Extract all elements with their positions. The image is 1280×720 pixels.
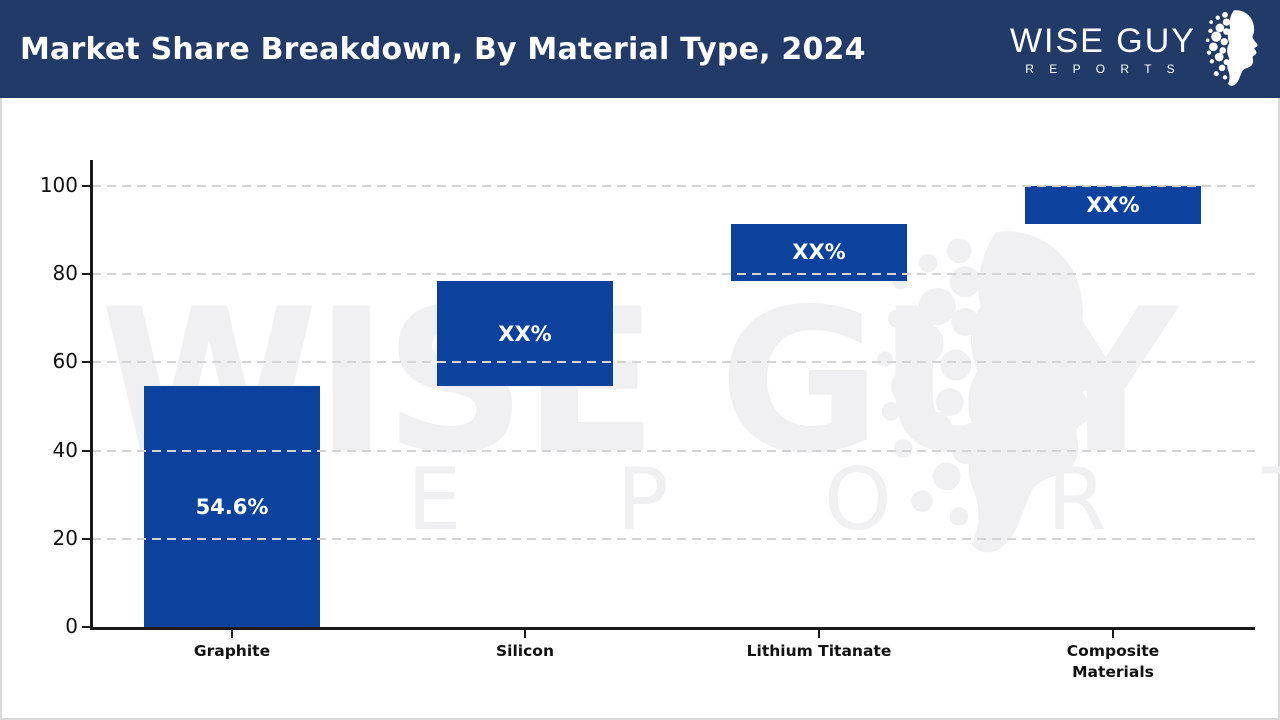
chart-area: WISE GUY R E P O R T S 54.6%XX%XX%XX%020… bbox=[0, 98, 1280, 720]
bar-value-label: XX% bbox=[498, 321, 552, 346]
y-tick-mark-0 bbox=[82, 626, 90, 628]
y-axis-line bbox=[90, 160, 93, 630]
x-tick-mark bbox=[1112, 630, 1114, 638]
y-tick-mark-60 bbox=[82, 361, 90, 364]
gridline-80 bbox=[92, 273, 1255, 276]
y-tick-mark-20 bbox=[82, 537, 90, 540]
gridline-100 bbox=[92, 185, 1255, 187]
y-axis-label-80: 80 bbox=[52, 261, 78, 286]
y-axis-label-100: 100 bbox=[39, 173, 78, 197]
gridline-40 bbox=[92, 449, 1255, 452]
gridline-20 bbox=[92, 537, 1255, 540]
y-axis-label-60: 60 bbox=[52, 349, 78, 374]
plot-region: 54.6% XX% XX% XX% 0 20 40 60 80 100 Graphite Silico… bbox=[2, 98, 1278, 718]
x-axis-tick-label: Graphite bbox=[193, 642, 271, 660]
x-tick-mark bbox=[524, 630, 526, 638]
y-tick-mark-80 bbox=[82, 273, 90, 276]
x-tick-mark bbox=[231, 630, 233, 638]
chart-bar-composite-materials: XX% bbox=[1025, 186, 1201, 224]
y-axis-label-20: 20 bbox=[52, 525, 78, 550]
x-axis-line bbox=[90, 627, 1255, 630]
y-tick-mark-40 bbox=[82, 449, 90, 452]
x-axis-tick-label: Lithium Titanate bbox=[746, 642, 892, 660]
bar-value-label: 54.6% bbox=[195, 494, 269, 519]
gridline-60 bbox=[92, 361, 1255, 364]
logo-wordmark: WISE GUY bbox=[1009, 21, 1196, 60]
y-axis-label-0: 0 bbox=[65, 614, 78, 638]
logo-face-icon bbox=[1205, 10, 1258, 86]
x-axis-tick-label: Composite Materials bbox=[1066, 642, 1160, 681]
watermark-subtext: R E P O R T S bbox=[192, 450, 1280, 550]
chart-title: Market Share Breakdown, By Material Type… bbox=[20, 31, 866, 67]
header-bar: Market Share Breakdown, By Material Type… bbox=[0, 0, 1280, 98]
brand-logo: WISE GUY R E P O R T S bbox=[1010, 6, 1266, 92]
x-axis-tick-label: Silicon bbox=[496, 642, 554, 660]
bar-value-label: XX% bbox=[792, 240, 846, 265]
logo-text: WISE GUY R E P O R T S bbox=[1010, 24, 1196, 75]
bar-value-label: XX% bbox=[1086, 192, 1140, 217]
chart-bar-silicon: XX% bbox=[437, 280, 613, 387]
y-tick-mark-100 bbox=[82, 185, 90, 187]
y-axis-label-40: 40 bbox=[52, 437, 78, 462]
chart-bar-lithium-titanate: XX% bbox=[731, 223, 907, 281]
x-tick-mark bbox=[818, 630, 820, 638]
logo-subtext: R E P O R T S bbox=[1025, 61, 1181, 76]
chart-bar-graphite: 54.6% bbox=[144, 386, 320, 627]
